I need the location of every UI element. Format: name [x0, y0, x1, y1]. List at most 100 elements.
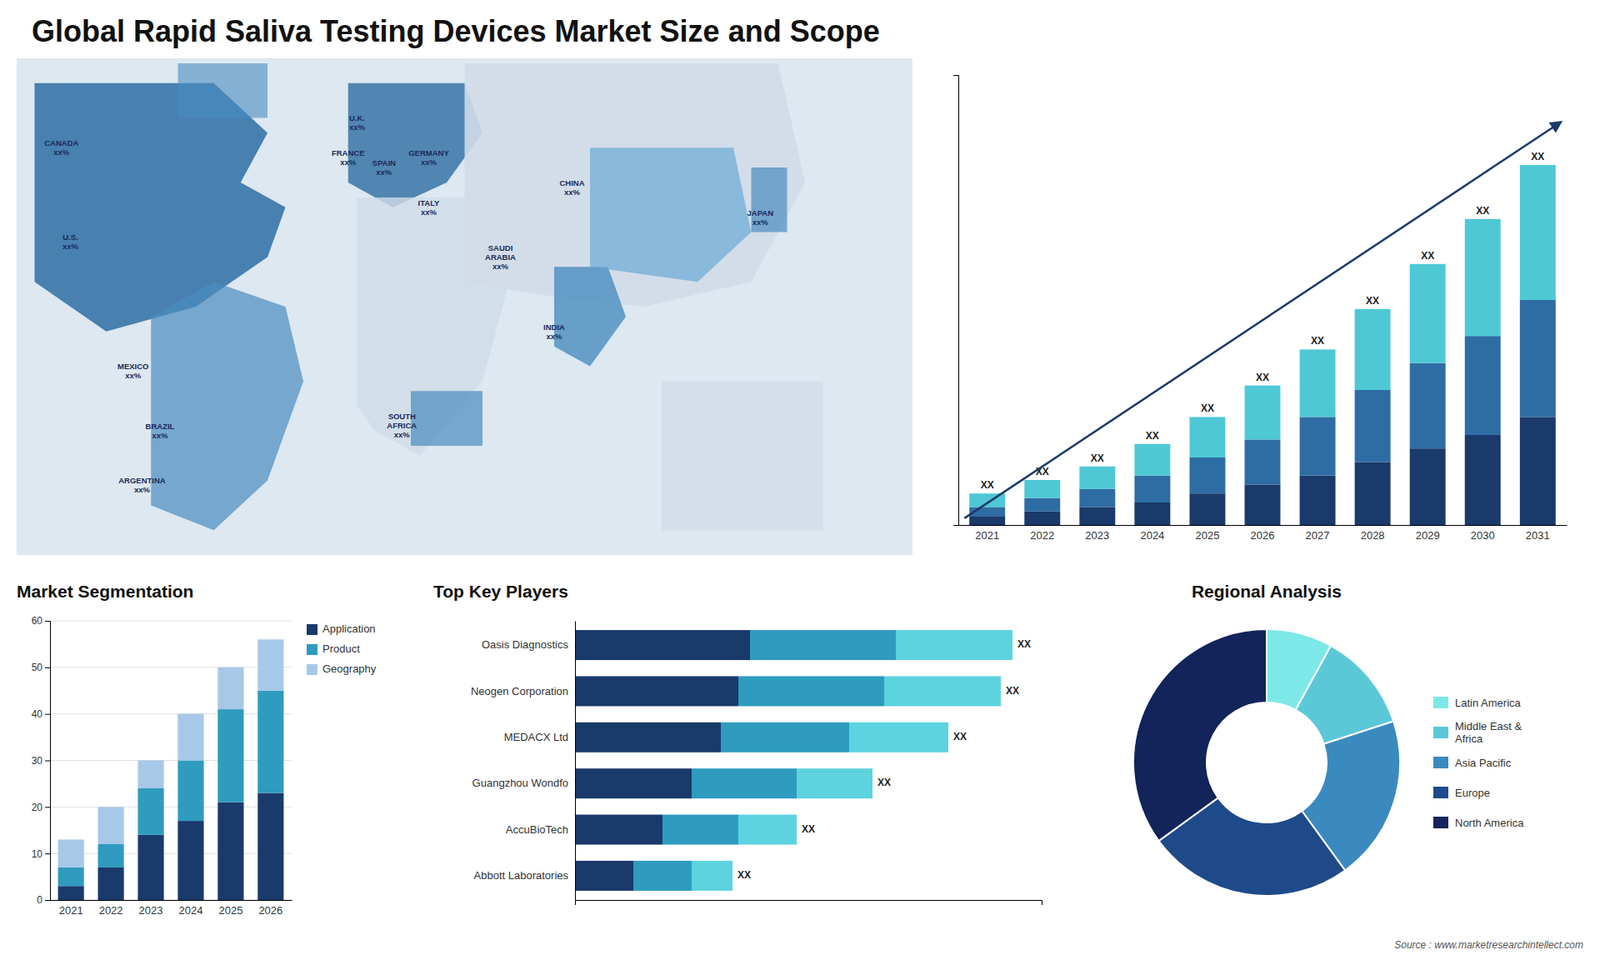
tick: Neogen Corporation: [470, 685, 575, 698]
bar: [575, 630, 750, 660]
bar: [750, 630, 896, 660]
tick-label: 0: [36, 894, 43, 906]
legend-swatch: [1433, 696, 1449, 709]
legend-item: Geography: [306, 662, 377, 675]
axis-line: [50, 900, 293, 901]
bar: [1245, 385, 1281, 440]
tick-mark: [45, 853, 50, 855]
data-label: XX: [1005, 685, 1020, 697]
tick-label: 60: [31, 615, 44, 627]
map-region: [465, 63, 806, 307]
bar: [177, 820, 204, 900]
legend-label: Europe: [1455, 786, 1490, 800]
map-region: [348, 83, 483, 208]
axis-line: [953, 75, 960, 526]
legend: ApplicationProductGeography: [306, 622, 377, 675]
tick: 2028: [1360, 525, 1385, 542]
series: [58, 690, 285, 887]
tick: 2021: [975, 525, 1000, 542]
grid-line: [50, 713, 292, 715]
bar: [849, 722, 949, 753]
tick-label: 2026: [258, 904, 283, 917]
tick-label: Oasis Diagnostics: [481, 638, 570, 651]
value-axis: [953, 75, 960, 526]
tick-label: 2027: [1305, 529, 1330, 542]
series: [58, 793, 285, 900]
bar: [137, 835, 164, 900]
bar: [137, 760, 164, 790]
tick-label: 30: [31, 755, 44, 767]
bar: [58, 885, 85, 900]
grid-line: [50, 760, 292, 761]
tick-label: 2025: [218, 904, 243, 917]
slices: [1133, 629, 1400, 896]
chart-title: Regional Analysis: [1191, 581, 1342, 601]
bar: [1355, 390, 1391, 462]
legend-swatch: [1433, 726, 1449, 739]
category-axis: Oasis Diagnostics Neogen Corporation MEDAC…: [470, 621, 576, 901]
bar: [1189, 493, 1225, 525]
legend-label: Product: [322, 642, 360, 655]
tick: 2024: [1140, 525, 1165, 542]
bar-chart: 2021202220232024202520262027202820292030…: [953, 75, 1568, 543]
bar: [1189, 457, 1225, 494]
tick-label: 2030: [1470, 529, 1495, 542]
bar: [575, 815, 663, 845]
tick-label: 20: [31, 801, 44, 814]
data-label: XX: [1530, 150, 1545, 163]
map-label: SAUDIARABIAxx%: [485, 243, 516, 271]
tick: MEDACX Ltd: [504, 730, 575, 744]
bar: [738, 815, 797, 845]
tick-label: 2022: [1030, 529, 1055, 542]
legend-label: Latin America: [1455, 696, 1522, 710]
bar: [58, 867, 85, 886]
map-label: GERMANYxx%: [408, 148, 450, 167]
tick: 30: [31, 755, 50, 767]
data-label: XX: [1017, 638, 1031, 650]
data-label: XX: [1200, 402, 1215, 415]
tick-label: 2023: [1085, 529, 1110, 542]
tick-label: 2021: [975, 529, 1000, 542]
legend-label: Geography: [322, 662, 377, 675]
grid: [50, 620, 292, 900]
bar: [98, 867, 125, 900]
bar: [720, 722, 850, 753]
legend-item: Asia Pacific: [1433, 756, 1512, 770]
map-label: CHINAxx%: [559, 178, 585, 197]
legend-item: Middle East &Africa: [1433, 720, 1523, 745]
bar-chart: Top Key PlayersOasis DiagnosticsNeogen C…: [433, 581, 1043, 905]
bar: [1024, 511, 1060, 525]
grid-line: [50, 853, 292, 855]
series: [58, 639, 285, 868]
map-label: U.K.xx%: [349, 113, 366, 132]
tick-label: Guangzhou Wondfo: [472, 776, 569, 790]
tick-mark: [45, 667, 50, 669]
bar: [895, 630, 1013, 660]
tick-mark: [45, 714, 50, 715]
bar: [98, 844, 125, 868]
tick: 2022: [99, 900, 124, 917]
tick: 2021: [59, 900, 84, 917]
bar: [1520, 165, 1556, 300]
bar: [1300, 349, 1336, 417]
bar: [1024, 498, 1060, 512]
category-axis: 2021202220232024202520262027202820292030…: [959, 525, 1568, 542]
bar: [1024, 480, 1060, 499]
map-label: BRAZILxx%: [145, 421, 175, 440]
tick: 2025: [218, 900, 243, 917]
map-label: ITALYxx%: [418, 198, 441, 217]
bars: [969, 165, 1556, 525]
map-region: [661, 380, 824, 530]
map-label: INDIAxx%: [543, 322, 565, 341]
trend-arrow: [964, 122, 1560, 519]
series: [575, 630, 750, 891]
tick: 2026: [258, 900, 283, 917]
bars: [575, 630, 1013, 891]
tick-label: 2024: [179, 904, 204, 917]
tick-label: AccuBioTech: [505, 823, 569, 836]
bar: [575, 768, 692, 799]
bar: [1134, 502, 1170, 525]
tick-label: 50: [31, 661, 44, 674]
tick: 60: [31, 615, 50, 627]
tick: 2031: [1525, 525, 1550, 542]
